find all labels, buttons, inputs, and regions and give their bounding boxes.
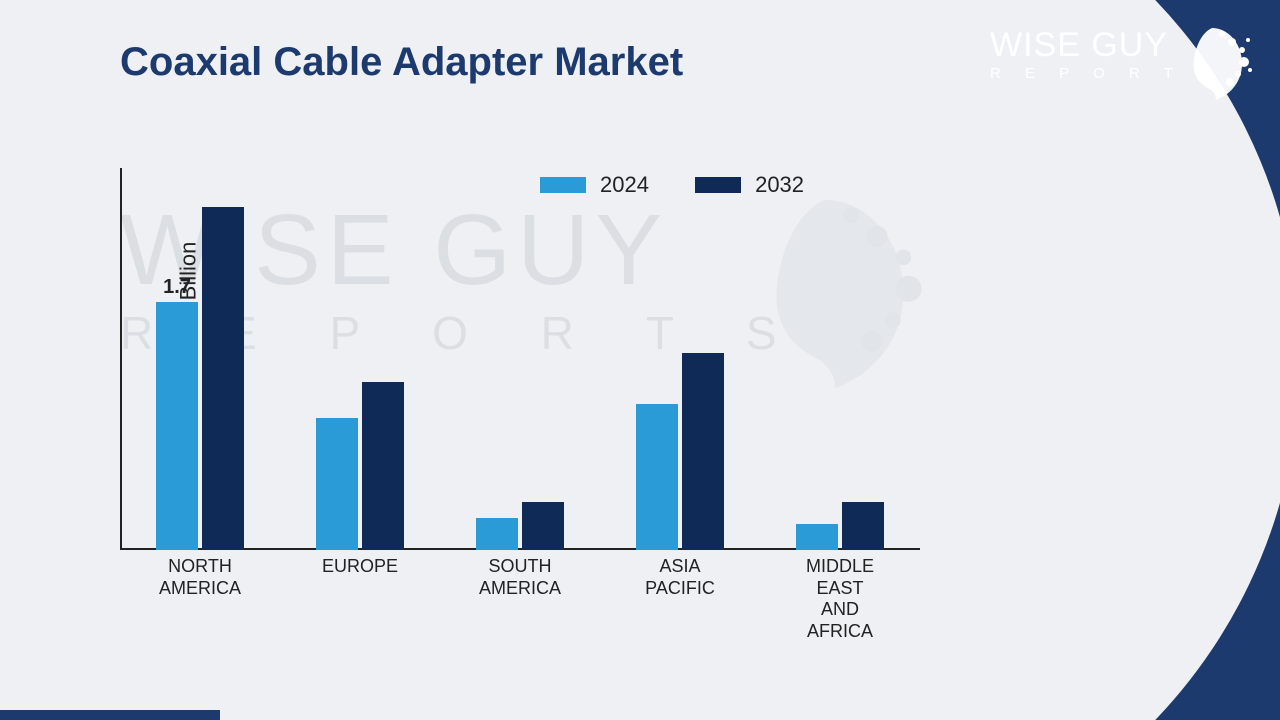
bar-group (600, 170, 760, 550)
bar (316, 418, 358, 550)
bar (522, 502, 564, 550)
x-tick-label: MIDDLEEASTANDAFRICA (760, 556, 920, 642)
x-labels: NORTHAMERICAEUROPESOUTHAMERICAASIAPACIFI… (120, 556, 920, 642)
x-tick-label: ASIAPACIFIC (600, 556, 760, 642)
bar (476, 518, 518, 550)
bar-group (280, 170, 440, 550)
bar-value-label: 1.7 (163, 276, 191, 299)
bar-groups: 1.7 (120, 170, 920, 550)
bar-group: 1.7 (120, 170, 280, 550)
page-title: Coaxial Cable Adapter Market (120, 40, 683, 85)
bar (202, 207, 244, 550)
brand-logo: WISE GUY R E P O R T S (990, 28, 1250, 118)
bottom-stripe (0, 710, 220, 720)
x-tick-label: SOUTHAMERICA (440, 556, 600, 642)
bar-group (760, 170, 920, 550)
plot-area: 1.7 (120, 170, 920, 590)
bar-group (440, 170, 600, 550)
bar (636, 404, 678, 550)
x-tick-label: NORTHAMERICA (120, 556, 280, 642)
bar (682, 353, 724, 550)
bar (362, 382, 404, 550)
stage: WISE GUY R E P O R T S Coaxial Cable Ada… (0, 0, 1280, 720)
x-tick-label: EUROPE (280, 556, 440, 642)
bar (796, 524, 838, 550)
chart: Market Size in USD Billion 1.7 NORTHAMER… (60, 170, 930, 680)
head-dots-icon (1172, 22, 1256, 106)
bar (842, 502, 884, 550)
bar: 1.7 (156, 302, 198, 550)
